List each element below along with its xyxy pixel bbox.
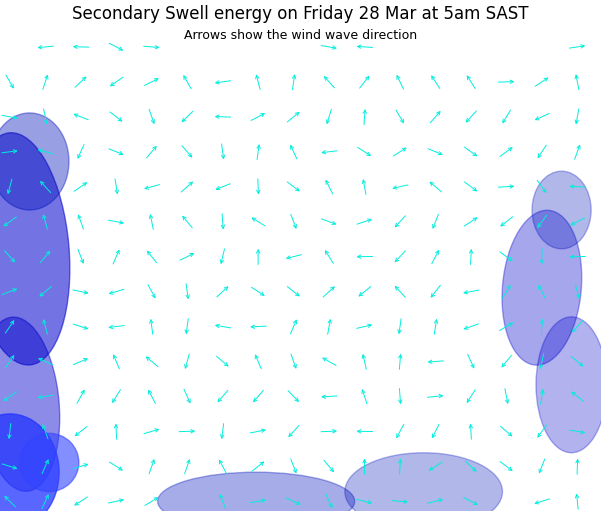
Ellipse shape	[20, 433, 79, 492]
Ellipse shape	[502, 210, 582, 365]
Ellipse shape	[345, 453, 502, 511]
Ellipse shape	[0, 317, 59, 491]
Ellipse shape	[0, 133, 70, 365]
Ellipse shape	[0, 414, 59, 511]
Text: Secondary Swell energy on Friday 28 Mar at 5am SAST: Secondary Swell energy on Friday 28 Mar …	[72, 6, 529, 24]
Ellipse shape	[0, 113, 69, 210]
Ellipse shape	[157, 472, 355, 511]
Ellipse shape	[536, 317, 601, 453]
Text: Arrows show the wind wave direction: Arrows show the wind wave direction	[184, 29, 417, 41]
Ellipse shape	[532, 171, 591, 249]
